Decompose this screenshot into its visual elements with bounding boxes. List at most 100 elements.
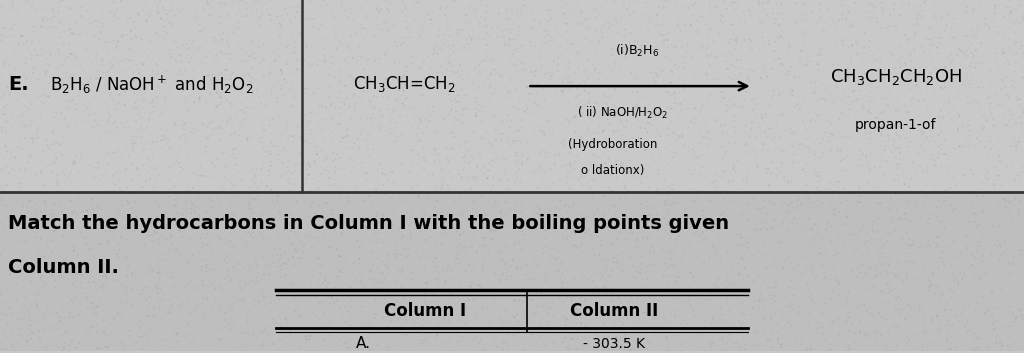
Point [124,36,140,42]
Point [440,263,457,269]
Point [606,114,623,120]
Point [191,178,208,183]
Point [835,133,851,139]
Point [749,120,765,126]
Point [286,121,302,126]
Point [467,15,483,20]
Point [937,306,953,312]
Point [510,319,526,325]
Point [511,209,527,214]
Point [524,3,541,9]
Point [642,18,658,24]
Point [971,243,987,249]
Point [684,54,700,60]
Point [691,28,708,33]
Point [975,127,991,132]
Point [101,9,118,15]
Point [958,135,975,141]
Point [544,255,560,260]
Point [56,57,73,62]
Point [624,287,640,293]
Point [965,337,981,343]
Point [806,199,822,205]
Point [340,61,356,66]
Point [435,41,452,47]
Point [378,77,394,82]
Point [505,52,521,57]
Point [767,217,783,223]
Point [0,238,16,244]
Point [287,12,303,18]
Point [674,15,690,21]
Point [694,213,711,219]
Point [344,175,360,181]
Point [8,97,25,102]
Point [43,17,59,22]
Point [866,300,883,306]
Point [221,315,238,321]
Point [360,193,377,199]
Point [623,12,639,18]
Point [255,127,271,133]
Point [55,287,72,292]
Point [925,166,941,172]
Point [138,261,155,267]
Point [179,47,196,52]
Point [202,49,218,55]
Point [763,316,779,322]
Point [150,3,166,8]
Point [554,53,570,58]
Point [876,5,892,11]
Point [162,7,178,13]
Point [495,119,511,125]
Point [614,133,631,138]
Point [439,277,456,282]
Point [760,74,776,80]
Point [316,217,333,223]
Point [177,137,194,143]
Point [869,67,886,72]
Point [259,8,275,14]
Point [534,128,550,134]
Point [603,110,620,116]
Point [404,134,421,140]
Point [37,92,53,98]
Point [617,191,634,196]
Point [622,41,638,46]
Point [267,58,284,63]
Point [1012,247,1024,253]
Point [570,328,587,334]
Point [727,101,743,107]
Point [97,272,114,277]
Point [430,70,446,76]
Point [10,76,27,81]
Point [667,200,683,205]
Point [418,76,434,81]
Point [419,303,435,309]
Point [129,76,145,82]
Point [35,183,51,189]
Point [676,251,692,256]
Point [831,231,848,237]
Point [713,306,729,311]
Point [807,118,823,124]
Point [168,331,184,337]
Point [689,155,706,160]
Point [393,252,410,258]
Point [659,293,676,299]
Point [541,305,557,311]
Point [266,241,283,246]
Point [165,189,181,195]
Point [933,128,949,134]
Point [670,345,686,350]
Point [47,277,63,283]
Point [248,77,264,83]
Point [54,77,71,83]
Point [850,305,866,311]
Point [274,184,291,190]
Point [780,177,797,183]
Point [680,4,696,10]
Point [615,269,632,274]
Point [606,86,623,92]
Point [416,48,432,54]
